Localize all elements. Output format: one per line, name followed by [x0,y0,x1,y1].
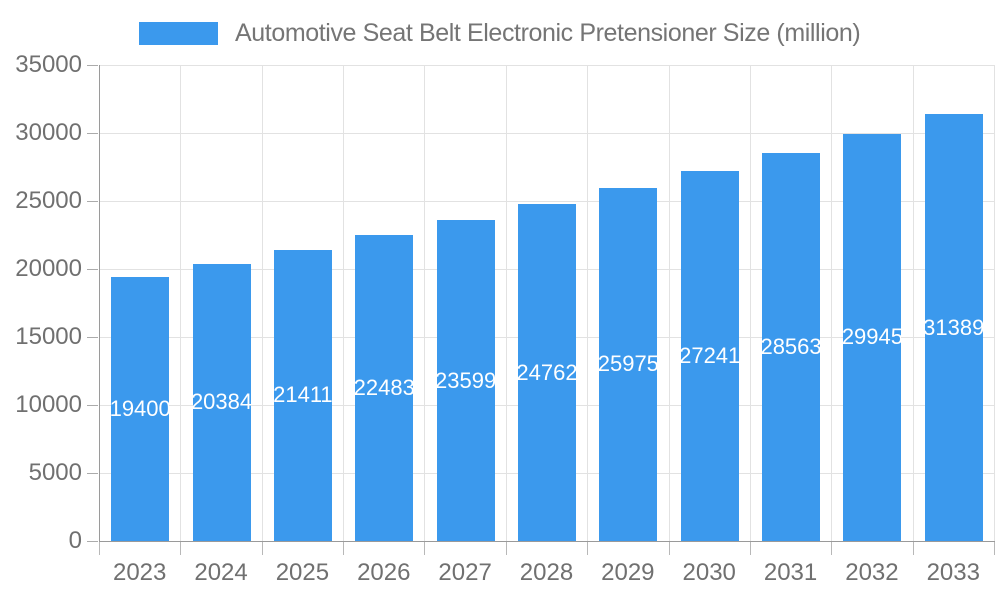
x-tick-label-2024: 2024 [194,559,248,586]
bar-slots: 19400 20384 21411 22483 23599 24762 25975 27241… [100,65,995,541]
bar-value-label: 24762 [517,359,576,385]
category-slot-2027: 23599 [425,65,507,541]
bar-2033[interactable]: 31389 [924,114,983,541]
y-tick-label: 30000 [15,119,82,146]
bar-2027[interactable]: 23599 [436,220,495,541]
bar-2024[interactable]: 20384 [192,263,251,541]
category-slot-2031: 28563 [751,65,833,541]
category-slot-2023: 19400 [100,65,182,541]
category-slot-2024: 20384 [181,65,263,541]
category-slot-2032: 29945 [832,65,914,541]
x-tick-label-2027: 2027 [438,559,492,586]
bar-2030[interactable]: 27241 [680,170,739,541]
legend-series-label: Automotive Seat Belt Electronic Pretensi… [235,18,861,47]
category-slot-2025: 21411 [263,65,345,541]
x-tick-mark [588,542,670,555]
bar-value-label: 28563 [762,333,821,359]
legend[interactable]: Automotive Seat Belt Electronic Pretensi… [139,17,861,49]
plot-area: 19400 20384 21411 22483 23599 24762 25975 27241… [99,65,995,542]
bar-value-label: 22483 [355,375,414,401]
x-axis-ticks [99,542,995,555]
y-tick-label: 15000 [15,323,82,350]
category-slot-2026: 22483 [344,65,426,541]
bar-value-label: 19400 [111,396,170,422]
y-tick-mark [87,133,98,134]
bar-value-label: 25975 [599,351,658,377]
x-tick-mark [751,542,833,555]
y-tick-mark [87,337,98,338]
category-slot-2030: 27241 [670,65,751,541]
y-tick-label: 5000 [28,459,82,486]
legend-swatch-icon [139,21,218,45]
category-slot-2028: 24762 [507,65,589,541]
bar-2026[interactable]: 22483 [355,235,414,541]
x-tick-label-2026: 2026 [357,559,411,586]
x-tick-mark [344,542,426,555]
x-tick-mark [425,542,507,555]
bar-2028[interactable]: 24762 [517,204,576,541]
bar-2029[interactable]: 25975 [599,187,658,541]
y-tick-mark [87,473,98,474]
gridline-35000 [100,65,995,66]
bar-2025[interactable]: 21411 [273,249,332,541]
gridline-25000 [100,201,995,202]
x-tick-mark [914,542,995,555]
x-tick-label-2025: 2025 [275,559,330,586]
bar-2023[interactable]: 19400 [111,277,170,541]
y-tick-mark [87,541,98,542]
bar-value-label: 21411 [273,382,332,408]
category-slot-2033: 31389 [914,65,995,541]
y-tick-mark [87,201,98,202]
x-tick-mark [263,542,345,555]
x-tick-label-2032: 2032 [845,559,899,586]
x-tick-label-2028: 2028 [519,559,574,586]
y-tick-label: 35000 [15,51,82,78]
bar-2031[interactable]: 28563 [762,152,821,541]
x-axis-labels: 2023 2024 2025 2026 2027 2028 2029 2030 2031 2032… [99,557,994,589]
bar-value-label: 27241 [680,342,739,368]
y-tick-mark [87,405,98,406]
x-tick-mark [670,542,751,555]
category-slot-2029: 25975 [588,65,670,541]
x-tick-mark [832,542,914,555]
x-tick-mark [507,542,589,555]
x-tick-label-2030: 2030 [682,559,736,586]
y-tick-mark [87,269,98,270]
bar-value-label: 31389 [924,314,983,340]
y-tick-label: 10000 [15,391,82,418]
bar-value-label: 20384 [192,389,251,415]
y-tick-label: 0 [68,527,82,554]
x-tick-mark [181,542,263,555]
bar-2032[interactable]: 29945 [843,133,902,541]
y-tick-label: 25000 [15,187,82,214]
bar-value-label: 23599 [436,367,495,393]
y-axis: 0 5000 10000 15000 20000 25000 30000 35000 [0,51,99,554]
x-tick-label-2023: 2023 [112,559,167,586]
y-tick-mark [87,65,98,66]
x-tick-label-2033: 2033 [926,559,980,586]
x-tick-label-2029: 2029 [601,559,655,586]
x-tick-mark [100,542,182,555]
y-tick-label: 20000 [15,255,82,282]
gridline-30000 [100,133,995,134]
x-tick-label-2031: 2031 [763,559,818,586]
bar-value-label: 29945 [843,324,902,350]
